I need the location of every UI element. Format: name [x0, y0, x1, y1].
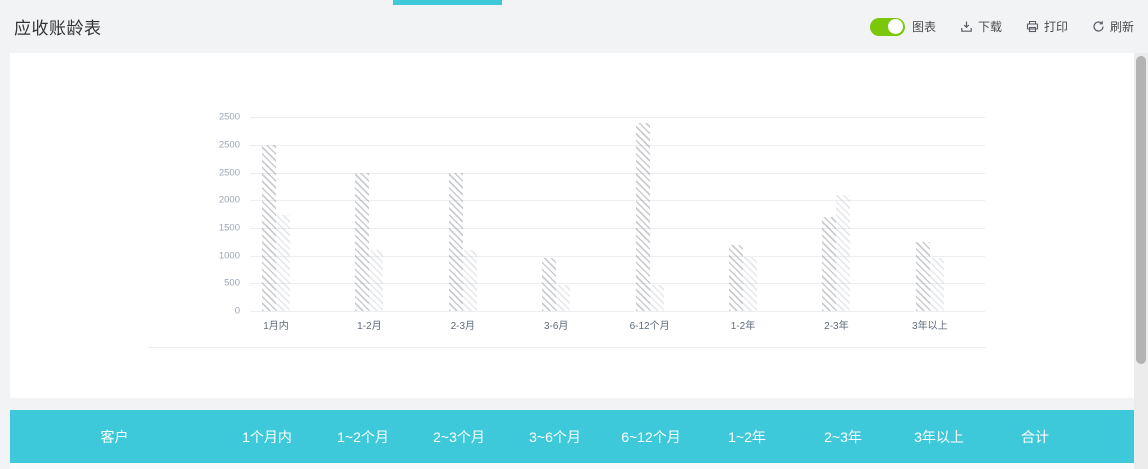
bar-series2-1-2年 [743, 256, 757, 311]
x-axis-category-label: 3-6月 [543, 321, 569, 332]
x-axis-category-label: 1月内 [263, 321, 289, 332]
table-header-row: 客户 1个月内 1~2个月 2~3个月 3~6个月 6~12个月 1~2年 2~3年 3年以上 合… [10, 410, 1135, 463]
refresh-button[interactable]: 刷新 [1092, 18, 1134, 35]
table-header-cell[interactable]: 6~12个月 [621, 428, 681, 445]
bar-series1-2-3月 [448, 172, 463, 311]
aging-bar-chart: 0 500 1000 1500 2000 2500 2500 2500 1月内 1-2月 2-3月 3… [10, 53, 1134, 398]
y-axis-tick-label: 1000 [218, 250, 240, 262]
print-label: 打印 [1043, 20, 1068, 34]
bar-series2-1-2月 [369, 250, 384, 311]
bar-series2-1月内 [276, 215, 290, 311]
gridline [250, 172, 985, 174]
refresh-label: 刷新 [1109, 20, 1134, 34]
table-header-cell[interactable]: 3~6个月 [529, 428, 581, 445]
toolbar: 图表 下载 打印 刷新 [869, 17, 1134, 36]
y-axis-tick-label: 1500 [218, 222, 240, 234]
x-axis-category-label: 6-12个月 [629, 321, 670, 332]
gridline [250, 283, 985, 285]
download-label: 下载 [977, 20, 1002, 34]
gridline [250, 255, 985, 257]
y-axis-tick-label: 2500 [218, 111, 240, 123]
bar-series2-2-3年 [836, 194, 851, 311]
bar-series1-3年以上 [915, 241, 930, 311]
table-header-cell[interactable]: 合计 [1021, 428, 1049, 445]
bar-series1-3-6月 [542, 258, 557, 311]
print-button[interactable]: 打印 [1026, 18, 1068, 35]
page-title: 应收账龄表 [14, 19, 102, 38]
x-axis-category-label: 2-3年 [824, 321, 849, 332]
table-header-cell[interactable]: 1~2个月 [337, 428, 389, 445]
bar-series2-3年以上 [929, 258, 944, 311]
scrollbar-thumb[interactable] [1136, 56, 1146, 364]
table-header-cell[interactable]: 1~2年 [728, 428, 766, 445]
x-axis-category-label: 1-2月 [357, 321, 382, 332]
gridline [250, 227, 985, 229]
chart-table-divider [148, 347, 986, 348]
download-icon [960, 20, 973, 33]
table-header-cell[interactable]: 1个月内 [242, 428, 292, 445]
page-header: 应收账龄表 图表 下载 打印 [0, 0, 1134, 53]
y-axis-tick-label: 2500 [218, 167, 240, 178]
bar-series2-6-12个月 [649, 284, 664, 311]
y-axis-tick-label: 2000 [218, 194, 240, 206]
table-header-cell[interactable]: 客户 [100, 428, 129, 445]
gridline [250, 311, 985, 312]
y-axis-tick-label: 2500 [218, 139, 240, 151]
vertical-scrollbar[interactable] [1134, 53, 1148, 469]
gridline [250, 144, 985, 146]
printer-icon [1026, 20, 1039, 33]
x-axis-category-label: 3年以上 [912, 321, 948, 332]
bar-series2-3-6月 [556, 284, 571, 311]
refresh-icon [1092, 20, 1105, 33]
chart-card: 0 500 1000 1500 2000 2500 2500 2500 1月内 1-2月 2-3月 3… [10, 53, 1134, 398]
y-axis-tick-label: 500 [224, 277, 240, 289]
bar-series1-1-2年 [729, 244, 743, 311]
x-axis-category-label: 2-3月 [450, 321, 476, 332]
toggle-on-icon[interactable] [869, 17, 905, 36]
table-header-cell[interactable]: 3年以上 [914, 428, 964, 445]
bar-series1-1-2月 [355, 172, 370, 311]
bar-series1-2-3年 [822, 216, 837, 311]
chart-toggle[interactable]: 图表 [869, 17, 936, 36]
bar-series1-6-12个月 [635, 122, 650, 311]
active-tab-indicator [393, 0, 502, 5]
y-axis-tick-label: 0 [234, 305, 240, 317]
gridline [250, 117, 985, 119]
table-header-cell[interactable]: 2~3年 [824, 428, 862, 445]
bar-series1-1月内 [262, 144, 276, 311]
bar-series2-2-3月 [462, 250, 477, 311]
table-header-cell[interactable]: 2~3个月 [433, 428, 485, 445]
chart-toggle-label: 图表 [911, 20, 936, 34]
gridline [250, 200, 985, 202]
x-axis-category-label: 1-2年 [730, 321, 756, 332]
download-button[interactable]: 下载 [960, 18, 1002, 35]
table-body-edge [10, 463, 1135, 469]
